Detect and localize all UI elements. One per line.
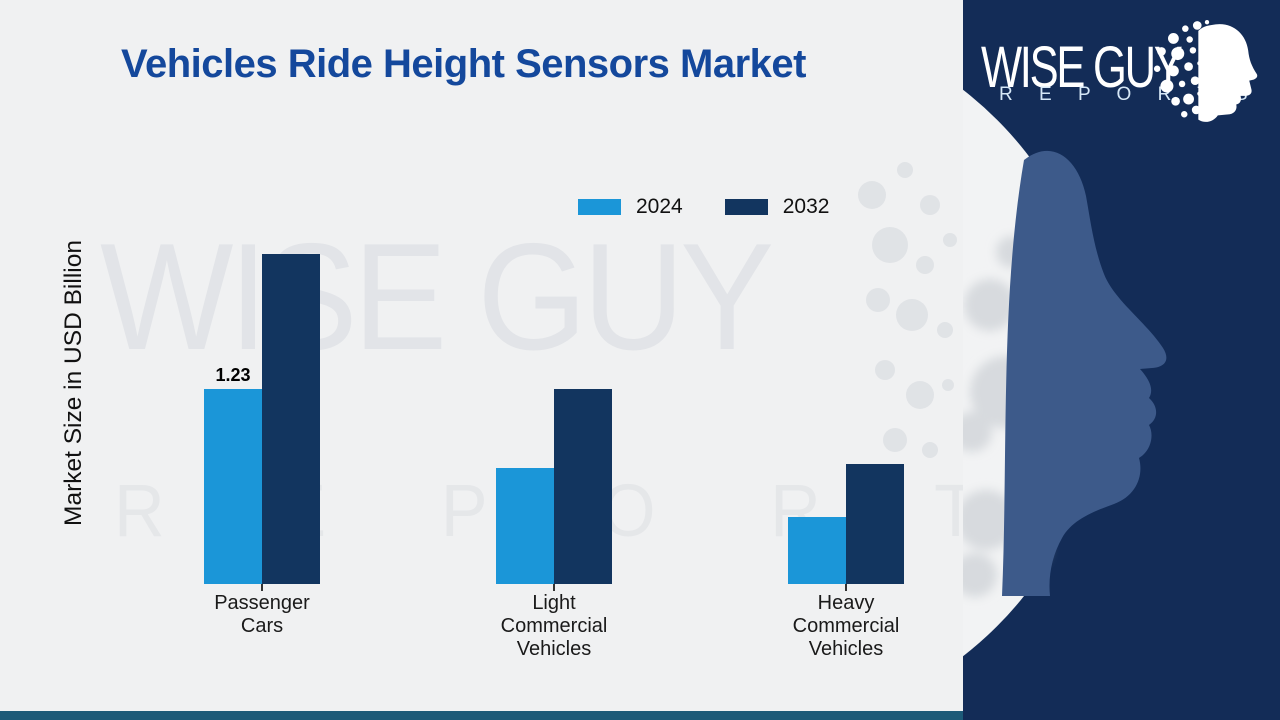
face-profile-icon [1153, 20, 1258, 122]
watermark-dot [922, 442, 938, 458]
legend-item-2024: 2024 [578, 195, 683, 219]
bar-2032-passenger-cars [262, 254, 320, 584]
brand-panel: WISE GUY R E P O R T S [963, 0, 1280, 720]
category-label-light-commercial-vehicles: Light Commercial Vehicles [500, 592, 608, 660]
bar-chart-plot-area: 1.23 Passenger Cars Light Commercial Vehicles… [204, 254, 904, 660]
x-axis-tick [845, 584, 847, 591]
legend-swatch-2032-icon [724, 199, 768, 215]
watermark-dot [943, 233, 957, 247]
watermark-dot [875, 360, 895, 380]
watermark-dot [872, 227, 908, 263]
face-silhouette [1002, 150, 1167, 596]
bar-2024-light-commercial-vehicles [496, 468, 554, 584]
category-label-heavy-commercial-vehicles: Heavy Commercial Vehicles [792, 592, 900, 660]
bar-2032-light-commercial-vehicles [554, 389, 612, 584]
logo-bubble-dots [1153, 20, 1212, 120]
watermark-dot [883, 428, 907, 452]
bar-2032-heavy-commercial-vehicles [846, 464, 904, 584]
page-title: Vehicles Ride Height Sensors Market [121, 42, 806, 86]
x-axis-tick [261, 584, 263, 591]
bar-value-label: 1.23 [215, 365, 251, 385]
watermark-dot [896, 299, 928, 331]
watermark-dot [916, 256, 934, 274]
watermark-dot [920, 195, 940, 215]
bar-2024-heavy-commercial-vehicles [788, 517, 846, 584]
brand-panel-artwork [963, 89, 1167, 657]
bar-2024-passenger-cars [204, 389, 262, 584]
watermark-dot [858, 181, 886, 209]
bottom-accent-strip [0, 711, 963, 720]
legend-item-2032: 2032 [724, 195, 830, 219]
legend-label-2024: 2024 [636, 195, 683, 218]
chart-legend: 2024 2032 [578, 195, 829, 219]
category-label-passenger-cars: Passenger Cars [214, 592, 310, 637]
brand-logo-wordmark: WISE GUY [981, 35, 1183, 100]
watermark-dot [906, 381, 934, 409]
legend-label-2032: 2032 [782, 195, 830, 218]
y-axis-label: Market Size in USD Billion [60, 240, 87, 526]
watermark-text-primary: WISE GUY [100, 212, 774, 382]
watermark-dot [866, 288, 890, 312]
legend-swatch-2024-icon [578, 199, 621, 215]
watermark-dot [937, 322, 953, 338]
watermark-dot [942, 379, 954, 391]
x-axis-tick [553, 584, 555, 591]
watermark-dot [897, 162, 913, 178]
